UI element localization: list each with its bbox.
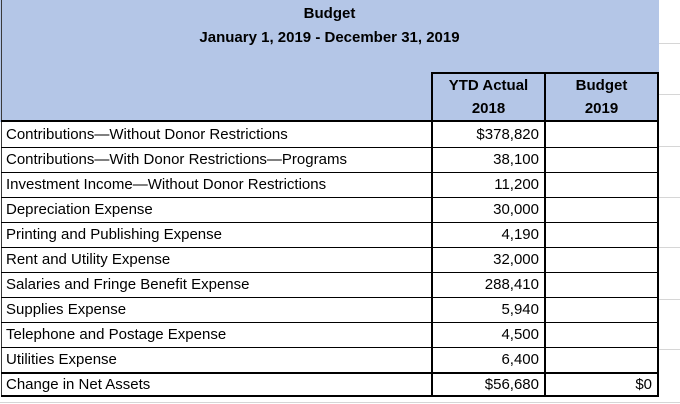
budget-cell[interactable] [544, 297, 657, 322]
total-row-top-border [1, 372, 659, 374]
row-separator [1, 297, 659, 298]
table-row: Printing and Publishing Expense 4,190 [1, 222, 659, 247]
table-row: Telephone and Postage Expense 4,500 [1, 322, 659, 347]
budget-cell[interactable] [544, 122, 657, 147]
row-label-cell[interactable]: Salaries and Fringe Benefit Expense [6, 276, 250, 293]
total-budget-cell[interactable]: $0 [635, 376, 652, 393]
row-label-cell[interactable]: Utilities Expense [6, 351, 117, 368]
row-separator [1, 147, 659, 148]
table-row: Depreciation Expense 30,000 [1, 197, 659, 222]
row-label-cell[interactable]: Supplies Expense [6, 301, 127, 318]
table-row: Contributions—With Donor Restrictions—Pr… [1, 147, 659, 172]
row-separator [1, 247, 659, 248]
ytd-actual-cell[interactable]: 11,200 [494, 176, 539, 193]
ytd-actual-cell[interactable]: $378,820 [476, 126, 539, 143]
gridline [659, 43, 680, 44]
column-divider-middle [544, 72, 546, 397]
gridline [659, 349, 680, 350]
table-bottom-border [1, 395, 659, 397]
column-header-ytd-actual[interactable]: YTD Actual 2018 [431, 72, 546, 122]
row-separator [1, 197, 659, 198]
column-divider-left [431, 72, 433, 397]
row-label-cell[interactable]: Printing and Publishing Expense [6, 226, 222, 243]
budget-cell[interactable] [544, 147, 657, 172]
row-label-cell[interactable]: Telephone and Postage Expense [6, 326, 227, 343]
table-row: Contributions—Without Donor Restrictions… [1, 122, 659, 147]
gridline [659, 146, 680, 147]
column-header-budget-line1: Budget [575, 77, 628, 94]
ytd-actual-cell[interactable]: 4,190 [501, 226, 539, 243]
table-left-border [1, 0, 2, 397]
gridline [659, 299, 680, 300]
table-row: Utilities Expense 6,400 [1, 347, 659, 372]
table-row: Supplies Expense 5,940 [1, 297, 659, 322]
ytd-actual-cell[interactable]: 4,500 [501, 326, 539, 343]
budget-cell[interactable] [544, 247, 657, 272]
ytd-actual-cell[interactable]: 30,000 [493, 201, 539, 218]
column-header-budget[interactable]: Budget 2019 [544, 72, 659, 122]
ytd-actual-cell[interactable]: 38,100 [493, 151, 539, 168]
row-separator [1, 222, 659, 223]
budget-cell[interactable] [544, 272, 657, 297]
column-header-ytd-line1: YTD Actual [448, 77, 529, 94]
row-label-cell[interactable]: Contributions—With Donor Restrictions—Pr… [6, 151, 347, 168]
ytd-actual-cell[interactable]: 288,410 [484, 276, 539, 293]
row-separator [1, 322, 659, 323]
row-label-cell[interactable]: Contributions—Without Donor Restrictions [6, 126, 288, 143]
gridline [0, 402, 680, 403]
budget-cell[interactable] [544, 347, 657, 372]
row-separator [1, 172, 659, 173]
sheet-period[interactable]: January 1, 2019 - December 31, 2019 [199, 29, 460, 46]
budget-cell[interactable] [544, 172, 657, 197]
sheet-title[interactable]: Budget [303, 5, 356, 22]
budget-cell[interactable] [544, 322, 657, 347]
budget-cell[interactable] [544, 222, 657, 247]
total-ytd-actual-cell[interactable]: $56,680 [484, 376, 539, 393]
table-row: Rent and Utility Expense 32,000 [1, 247, 659, 272]
row-label-cell[interactable]: Rent and Utility Expense [6, 251, 171, 268]
ytd-actual-cell[interactable]: 5,940 [501, 301, 539, 318]
gridline [659, 197, 680, 198]
ytd-actual-cell[interactable]: 32,000 [493, 251, 539, 268]
row-separator [1, 272, 659, 273]
gridline [659, 94, 680, 95]
column-header-ytd-line2: 2018 [471, 100, 506, 117]
column-header-budget-line2: 2019 [584, 100, 619, 117]
row-separator [1, 347, 659, 348]
total-row: Change in Net Assets $56,680 $0 [1, 372, 659, 397]
row-label-cell[interactable]: Depreciation Expense [6, 201, 153, 218]
ytd-actual-cell[interactable]: 6,400 [501, 351, 539, 368]
total-label-cell[interactable]: Change in Net Assets [6, 376, 151, 393]
row-label-cell[interactable]: Investment Income—Without Donor Restrict… [6, 176, 327, 193]
gridline [659, 247, 680, 248]
header-bottom-border [1, 120, 659, 122]
budget-cell[interactable] [544, 197, 657, 222]
table-row: Investment Income—Without Donor Restrict… [1, 172, 659, 197]
table-row: Salaries and Fringe Benefit Expense 288,… [1, 272, 659, 297]
table-right-border [657, 72, 659, 397]
